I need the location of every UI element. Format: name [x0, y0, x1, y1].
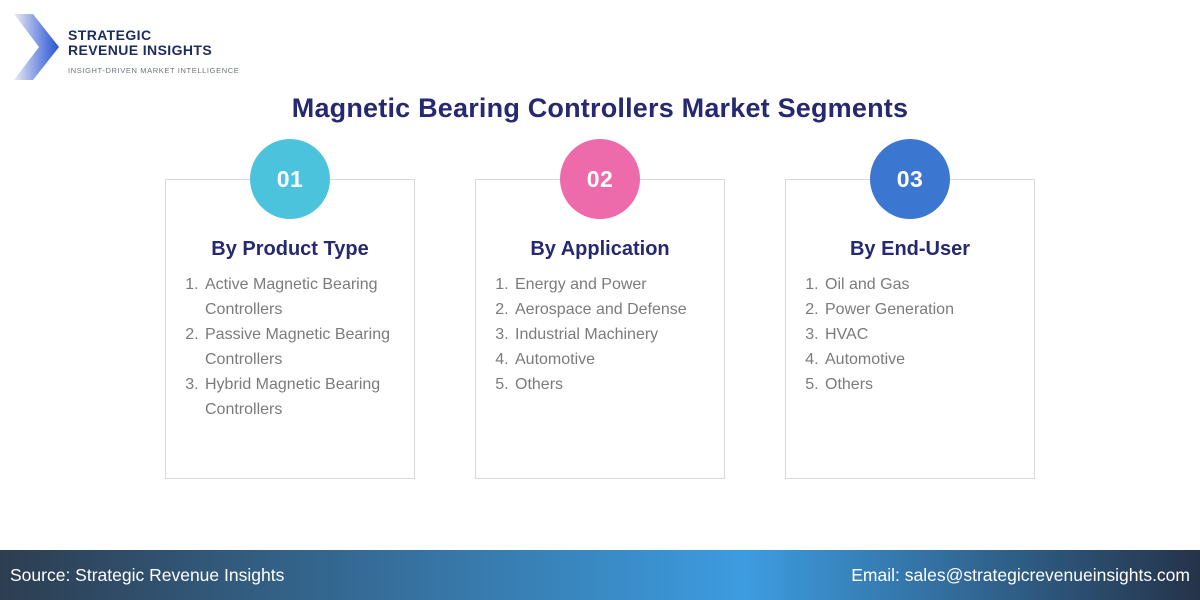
card-list: Active Magnetic Bearing Controllers Pass… — [166, 272, 414, 422]
page-title: Magnetic Bearing Controllers Market Segm… — [291, 93, 909, 123]
email-text: Email: sales@strategicrevenueinsights.co… — [851, 564, 1190, 585]
card-product-type: 01 By Product Type Active Magnetic Beari… — [165, 139, 415, 479]
logo-name-line1: STRATEGIC — [68, 27, 152, 43]
footer: Source: Strategic Revenue Insights Email… — [0, 550, 1200, 600]
card-application: 02 By Application Energy and Power Aeros… — [475, 139, 725, 479]
list-item: Others — [823, 372, 1028, 397]
list-item: Active Magnetic Bearing Controllers — [203, 272, 408, 322]
list-item: Aerospace and Defense — [513, 297, 718, 322]
list-item: Hybrid Magnetic Bearing Controllers — [203, 372, 408, 422]
card-heading: By Product Type — [211, 238, 369, 260]
list-item: Passive Magnetic Bearing Controllers — [203, 322, 408, 372]
card-end-user: 03 By End-User Oil and Gas Power Generat… — [785, 139, 1035, 479]
list-item: Others — [513, 372, 718, 397]
logo: STRATEGIC REVENUE INSIGHTS INSIGHT-DRIVE… — [14, 14, 239, 80]
card-heading: By End-User — [849, 238, 971, 260]
logo-text: STRATEGIC REVENUE INSIGHTS INSIGHT-DRIVE… — [68, 14, 240, 76]
number-badge-01: 01 — [250, 139, 330, 219]
chevron-logo-icon — [14, 14, 60, 80]
list-item: Energy and Power — [513, 272, 718, 297]
number-badge-02: 02 — [560, 139, 640, 219]
number-badge-03: 03 — [870, 139, 950, 219]
list-item: HVAC — [823, 322, 1028, 347]
list-item: Industrial Machinery — [513, 322, 718, 347]
source-text: Source: Strategic Revenue Insights — [10, 564, 285, 585]
logo-tagline: INSIGHT-DRIVEN MARKET INTELLIGENCE — [68, 66, 240, 75]
card-heading: By Application — [530, 238, 670, 260]
logo-name-line2: REVENUE INSIGHTS — [68, 42, 213, 58]
list-item: Oil and Gas — [823, 272, 1028, 297]
card-list: Oil and Gas Power Generation HVAC Automo… — [786, 272, 1034, 397]
segment-cards-row: 01 By Product Type Active Magnetic Beari… — [0, 139, 1200, 479]
card-list: Energy and Power Aerospace and Defense I… — [476, 272, 724, 397]
list-item: Automotive — [513, 347, 718, 372]
list-item: Automotive — [823, 347, 1028, 372]
list-item: Power Generation — [823, 297, 1028, 322]
